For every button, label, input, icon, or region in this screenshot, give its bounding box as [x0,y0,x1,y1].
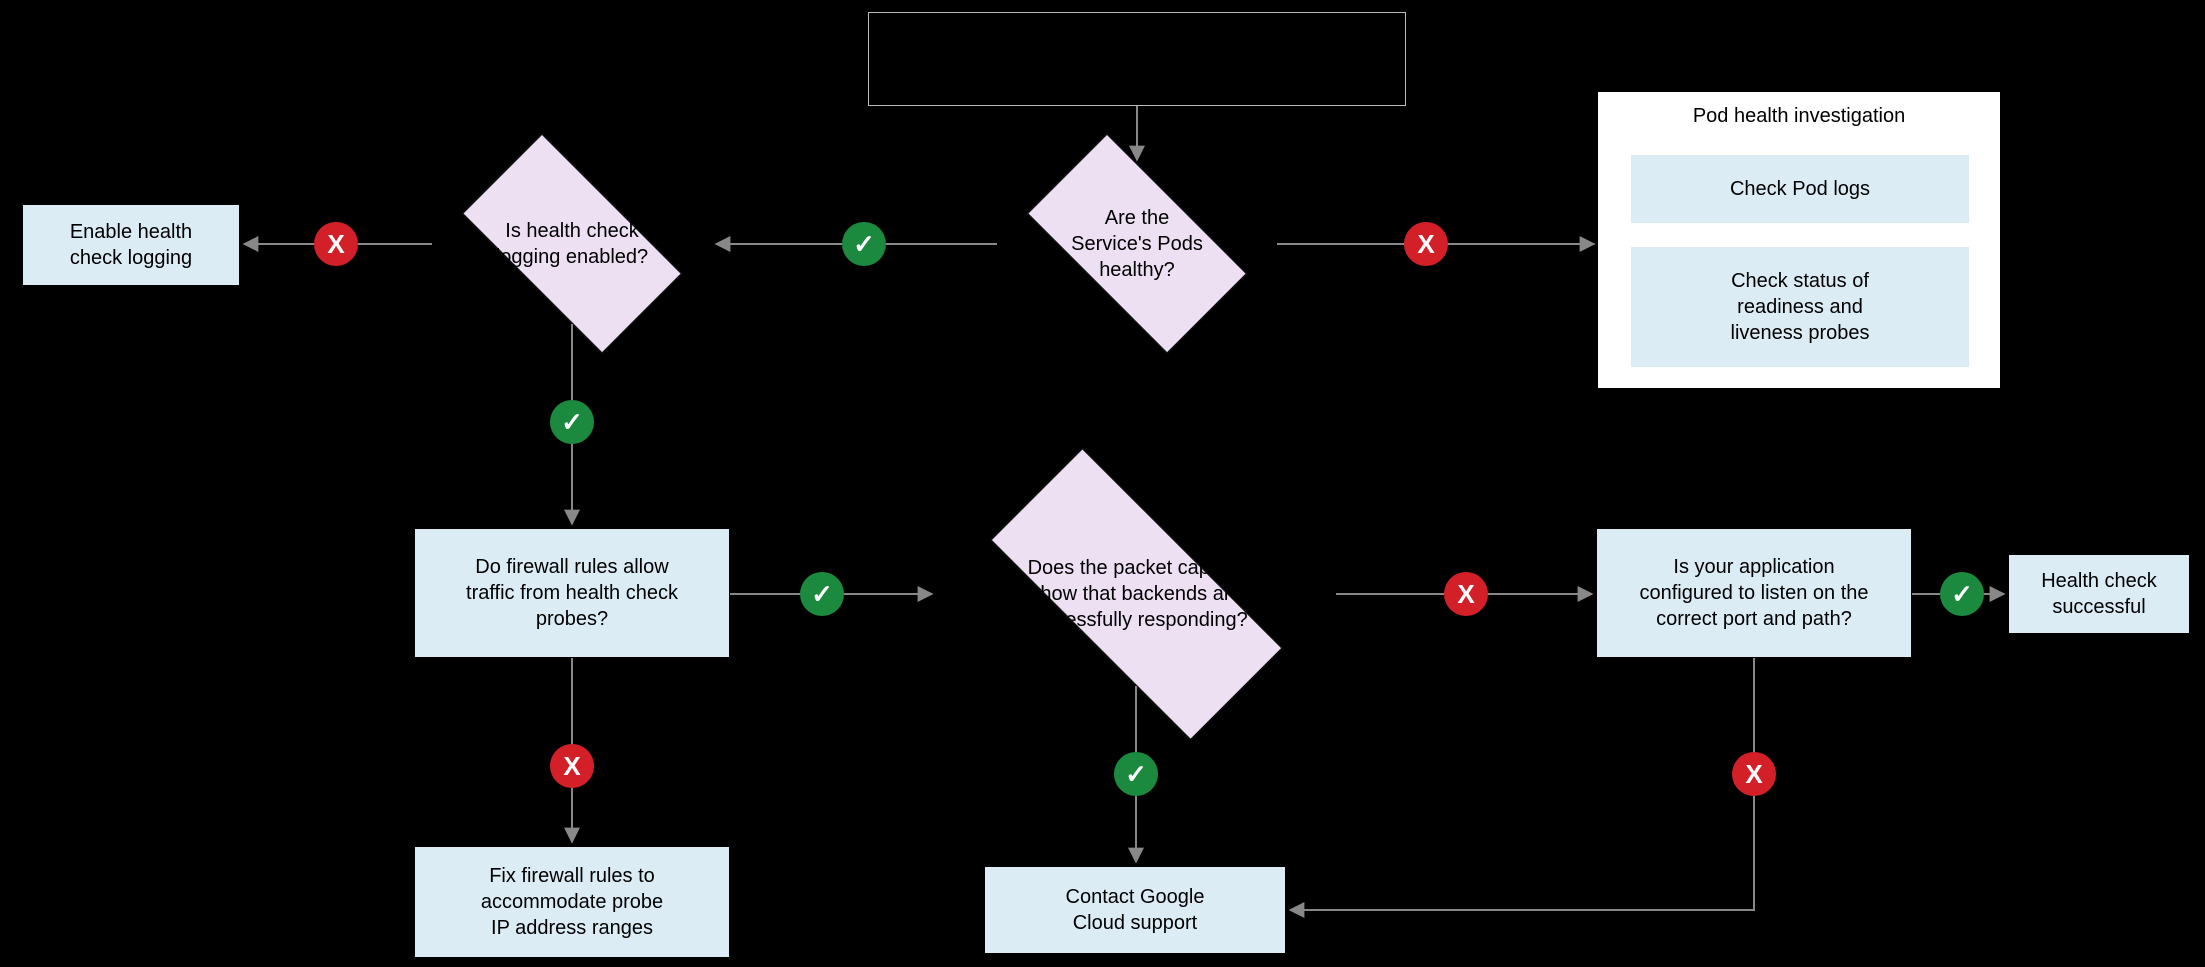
no-badge: X [550,744,594,788]
badge-glyph: ✓ [1125,759,1147,790]
badge-glyph: ✓ [561,407,583,438]
yes-badge: ✓ [842,222,886,266]
group-item: Check Pod logs [1631,155,1969,223]
badge-glyph: ✓ [811,579,833,610]
node-fix_fw: Fix firewall rules toaccommodate probeIP… [414,846,730,958]
node-hc_log: Is health checklogging enabled? [473,187,671,300]
badge-glyph: X [563,751,580,782]
group-item-label: Check Pod logs [1730,176,1870,202]
node-group: Pod health investigation Check Pod logs Ch… [1598,92,2000,388]
badge-glyph: X [1745,759,1762,790]
node-label: Is your applicationconfigured to listen … [1639,554,1868,632]
yes-badge: ✓ [800,572,844,616]
yes-badge: ✓ [1940,572,1984,616]
no-badge: X [1404,222,1448,266]
node-fw: Do firewall rules allowtraffic from heal… [414,528,730,658]
node-label: Do firewall rules allowtraffic from heal… [466,554,678,632]
edge [1290,658,1754,910]
no-badge: X [1444,572,1488,616]
yes-badge: ✓ [1114,752,1158,796]
group-item-label: Check status ofreadiness andliveness pro… [1731,268,1870,346]
no-badge: X [1732,752,1776,796]
node-support: Contact GoogleCloud support [984,866,1286,954]
node-pkt: Does the packet captureshow that backend… [995,529,1278,659]
node-enable: Enable healthcheck logging [22,204,240,286]
flowchart-canvas: Are theService's Podshealthy? Is health c… [0,0,2205,967]
diamond-shape [990,448,1282,740]
diamond-shape [462,134,682,354]
node-start [868,12,1406,106]
node-success: Health checksuccessful [2008,554,2190,634]
badge-glyph: ✓ [853,229,875,260]
badge-glyph: X [327,229,344,260]
badge-glyph: ✓ [1951,579,1973,610]
yes-badge: ✓ [550,400,594,444]
node-label: Fix firewall rules toaccommodate probeIP… [481,863,663,941]
diamond-shape [1027,134,1247,354]
node-app: Is your applicationconfigured to listen … [1596,528,1912,658]
no-badge: X [314,222,358,266]
group-item: Check status ofreadiness andliveness pro… [1631,247,1969,367]
node-pods: Are theService's Podshealthy? [1038,187,1236,300]
node-label: Enable healthcheck logging [70,219,192,271]
node-label: Health checksuccessful [2041,568,2157,620]
group-title: Pod health investigation [1599,105,1999,128]
badge-glyph: X [1417,229,1434,260]
node-label: Contact GoogleCloud support [1066,884,1205,936]
badge-glyph: X [1457,579,1474,610]
